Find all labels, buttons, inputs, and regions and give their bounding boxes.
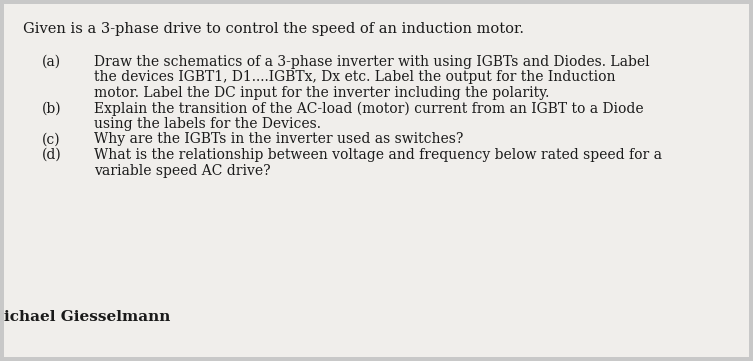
Text: (c): (c) [41, 132, 60, 147]
Text: Given is a 3-phase drive to control the speed of an induction motor.: Given is a 3-phase drive to control the … [23, 22, 523, 36]
Text: (d): (d) [41, 148, 61, 162]
Text: Why are the IGBTs in the inverter used as switches?: Why are the IGBTs in the inverter used a… [94, 132, 464, 147]
Text: ichael Giesselmann: ichael Giesselmann [4, 310, 170, 324]
Text: motor. Label the DC input for the inverter including the polarity.: motor. Label the DC input for the invert… [94, 86, 550, 100]
Text: Draw the schematics of a 3-phase inverter with using IGBTs and Diodes. Label: Draw the schematics of a 3-phase inverte… [94, 55, 650, 69]
Text: What is the relationship between voltage and frequency below rated speed for a: What is the relationship between voltage… [94, 148, 662, 162]
Text: (a): (a) [41, 55, 60, 69]
Text: Explain the transition of the AC-load (motor) current from an IGBT to a Diode: Explain the transition of the AC-load (m… [94, 101, 644, 116]
Text: variable speed AC drive?: variable speed AC drive? [94, 164, 271, 178]
Text: the devices IGBT1, D1....IGBTx, Dx etc. Label the output for the Induction: the devices IGBT1, D1....IGBTx, Dx etc. … [94, 70, 616, 84]
Text: using the labels for the Devices.: using the labels for the Devices. [94, 117, 321, 131]
Text: (b): (b) [41, 101, 61, 116]
